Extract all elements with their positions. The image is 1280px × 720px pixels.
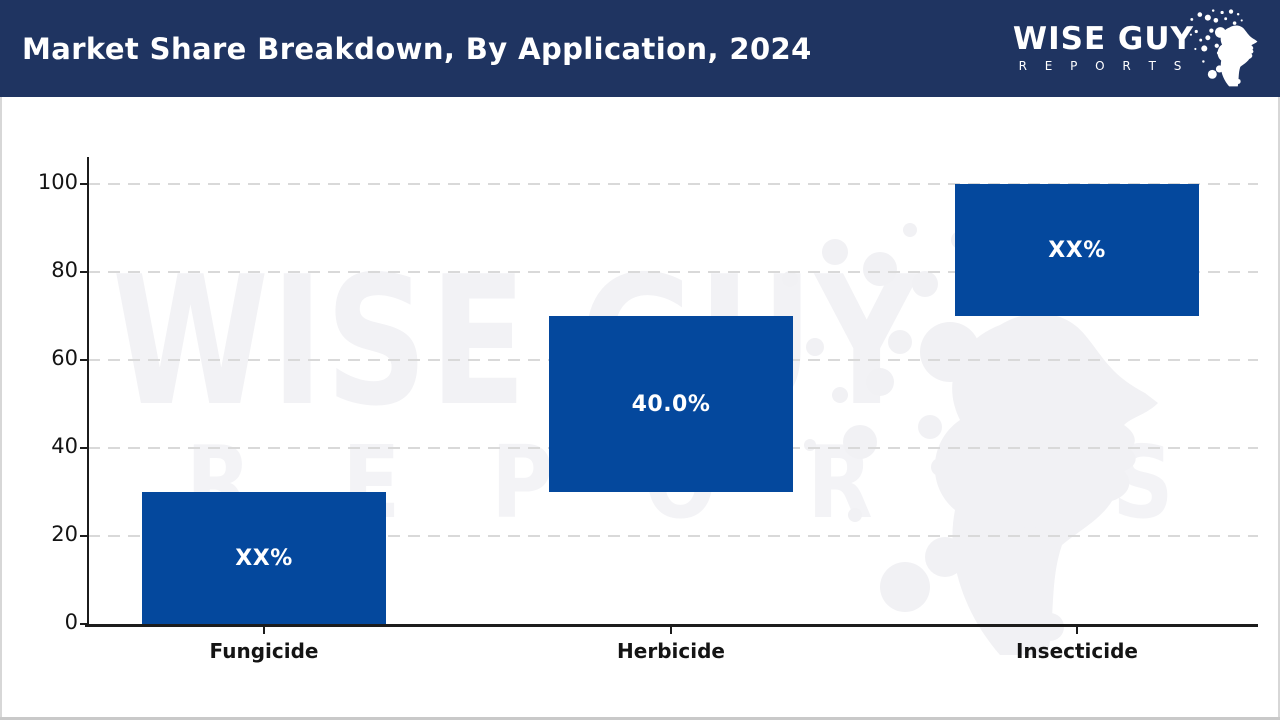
y-tick-label: 100 bbox=[37, 170, 78, 194]
x-tick-mark bbox=[670, 626, 672, 634]
page-title: Market Share Breakdown, By Application, … bbox=[22, 31, 812, 66]
bar-value-label: XX% bbox=[235, 545, 293, 571]
y-tick-mark bbox=[80, 623, 88, 625]
y-tick-mark bbox=[80, 183, 88, 185]
bottom-border bbox=[0, 717, 1280, 720]
y-tick-label: 0 bbox=[64, 610, 78, 634]
y-tick-mark bbox=[80, 447, 88, 449]
y-tick-mark bbox=[80, 271, 88, 273]
right-border bbox=[1278, 97, 1280, 720]
gridline bbox=[88, 271, 1258, 273]
bar-value-label: 40.0% bbox=[631, 391, 711, 417]
bar-chart: WISE GUY R E P O R T S 020406080100XX%Fu… bbox=[0, 97, 1280, 717]
logo-wordmark: WISE GUY R E P O R T S bbox=[1012, 21, 1194, 74]
x-axis-label: Insecticide bbox=[1015, 639, 1138, 663]
y-axis-line bbox=[87, 157, 89, 627]
y-tick-mark bbox=[80, 535, 88, 537]
x-tick-mark bbox=[263, 626, 265, 634]
y-tick-label: 20 bbox=[51, 522, 78, 546]
x-axis-label: Herbicide bbox=[617, 639, 725, 663]
left-border bbox=[0, 97, 2, 720]
gridline bbox=[88, 535, 1258, 537]
logo-face-icon bbox=[1189, 8, 1258, 86]
wiseguy-logo: WISE GUY R E P O R T S bbox=[1013, 8, 1262, 90]
gridline bbox=[88, 183, 1258, 185]
bar: XX% bbox=[955, 184, 1199, 316]
logo-line1: WISE GUY bbox=[1012, 21, 1194, 57]
x-axis-label: Fungicide bbox=[209, 639, 319, 663]
logo-line2: R E P O R T S bbox=[1018, 59, 1189, 73]
x-tick-mark bbox=[1076, 626, 1078, 634]
bar: 40.0% bbox=[549, 316, 793, 492]
y-tick-label: 60 bbox=[51, 346, 78, 370]
bar: XX% bbox=[142, 492, 386, 624]
x-axis-line bbox=[85, 624, 1258, 627]
y-tick-mark bbox=[80, 359, 88, 361]
header-bar: Market Share Breakdown, By Application, … bbox=[0, 0, 1280, 97]
y-tick-label: 40 bbox=[51, 434, 78, 458]
bar-value-label: XX% bbox=[1048, 237, 1106, 263]
y-tick-label: 80 bbox=[51, 258, 78, 282]
